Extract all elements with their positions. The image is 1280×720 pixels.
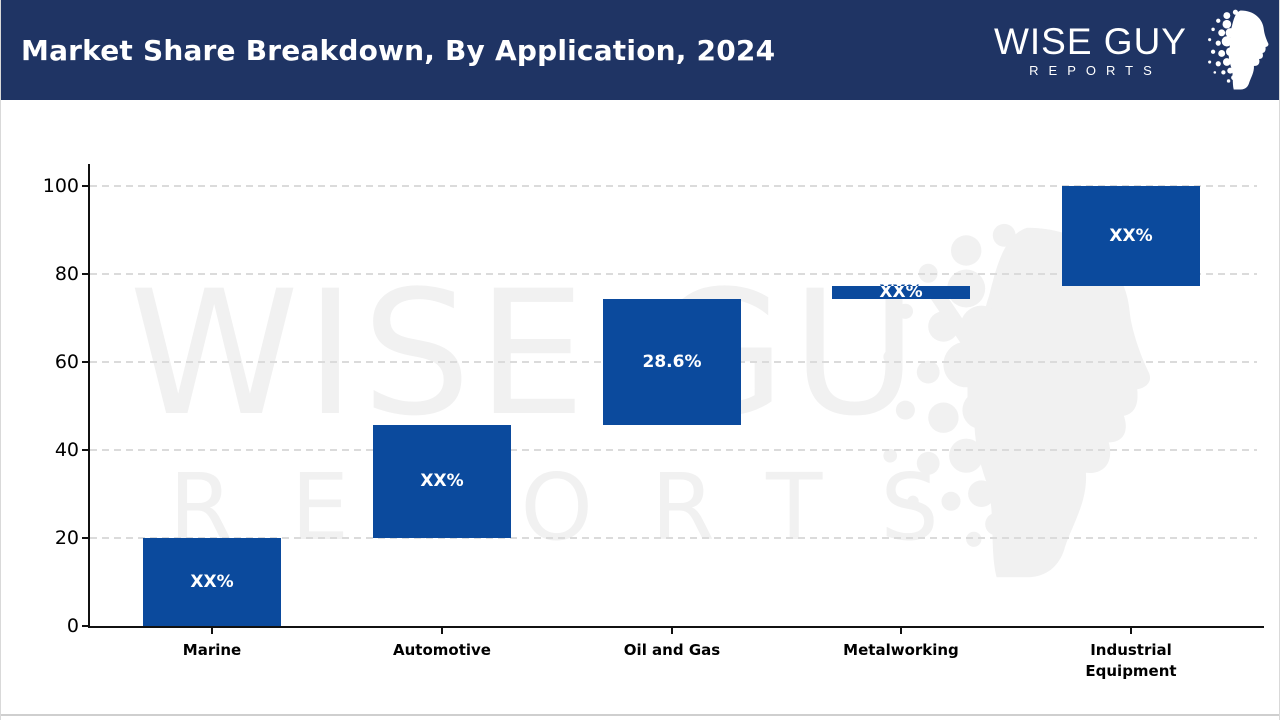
x-category-label: Industrial Equipment [1085, 641, 1177, 680]
x-tick-mark [211, 627, 213, 634]
x-category-label: Oil and Gas [623, 641, 721, 659]
gridline-y100 [90, 185, 1257, 187]
gridline-y20 [90, 537, 1257, 539]
dotted-head-icon [1208, 9, 1269, 90]
bar-metalworking: XX% [832, 285, 970, 300]
bottom-border [1, 714, 1279, 716]
header-bar: Market Share Breakdown, By Application, … [1, 0, 1279, 100]
brand-name: WISE GUY [993, 20, 1187, 62]
y-axis-line [88, 164, 90, 628]
gridline-y40 [90, 449, 1257, 451]
x-tick-mark [1130, 627, 1132, 634]
x-axis-line [88, 626, 1264, 628]
y-tick-label: 40 [54, 439, 79, 461]
x-category-label: Marine [182, 641, 242, 659]
y-tick-mark [82, 449, 89, 451]
y-tick-label: 100 [42, 175, 79, 197]
brand-logo-text: WISE GUY REPORTS [994, 23, 1187, 78]
y-tick-mark [82, 185, 89, 187]
y-tick-mark [82, 273, 89, 275]
x-tick-mark [671, 627, 673, 634]
bar-marine: XX% [143, 538, 281, 626]
bar-industrial-equipment: XX% [1062, 186, 1200, 286]
bar-oil-and-gas: 28.6% [603, 299, 741, 425]
y-tick-label: 80 [54, 263, 79, 285]
x-tick-mark [441, 627, 443, 634]
y-tick-mark [82, 537, 89, 539]
bar-automotive: XX% [373, 424, 511, 538]
bar-value-label: XX% [879, 285, 923, 300]
y-tick-mark [82, 361, 89, 363]
brand-logo: WISE GUY REPORTS [994, 5, 1275, 95]
x-tick-mark [900, 627, 902, 634]
y-tick-label: 20 [54, 527, 79, 549]
brand-subname: REPORTS [1029, 62, 1162, 78]
y-tick-label: 60 [54, 351, 79, 373]
chart-title: Market Share Breakdown, By Application, … [21, 33, 776, 67]
y-tick-label: 0 [66, 615, 79, 637]
x-category-label: Metalworking [843, 641, 959, 659]
bar-value-label: XX% [1109, 225, 1153, 246]
y-tick-mark [82, 625, 89, 627]
bar-value-label: XX% [190, 572, 234, 592]
bar-value-label: XX% [420, 471, 464, 492]
bar-value-label: 28.6% [642, 351, 702, 372]
x-category-label: Automotive [393, 641, 491, 659]
gridline-y80 [90, 273, 1257, 275]
